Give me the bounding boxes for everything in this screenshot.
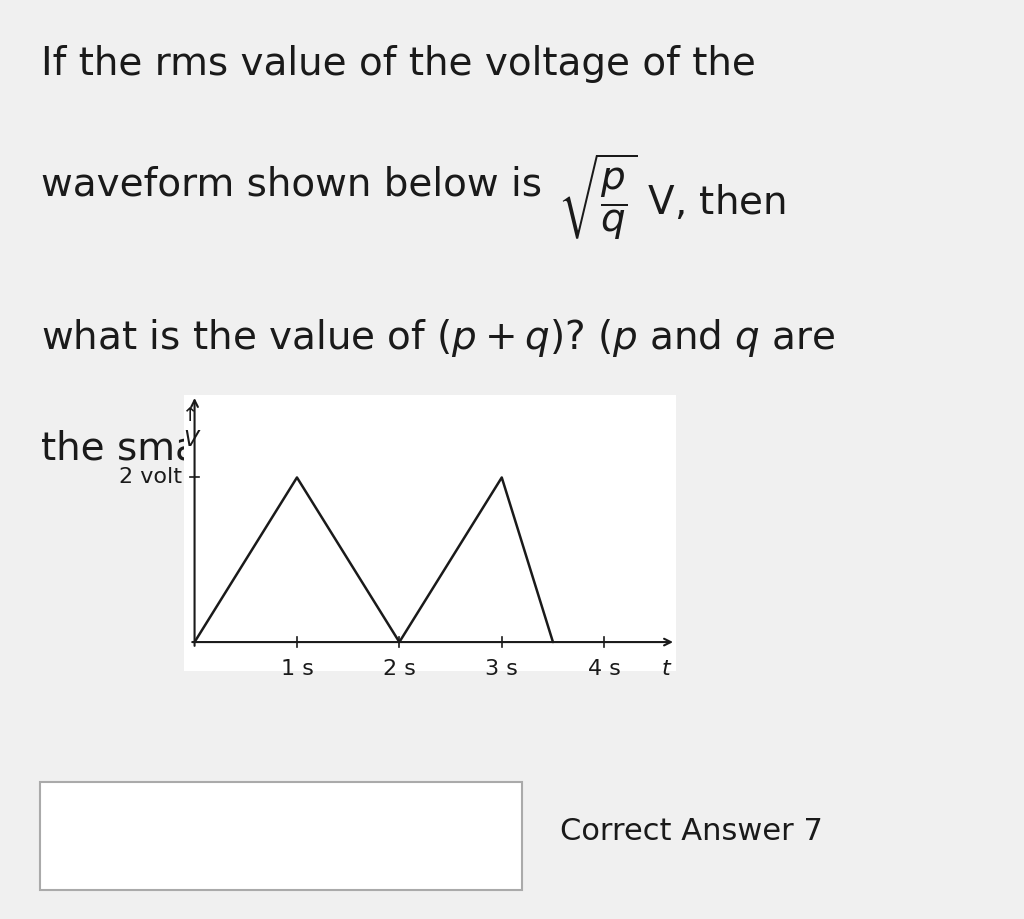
Text: 4 s: 4 s — [588, 659, 621, 678]
Text: what is the value of $(p+q)$? ($p$ and $q$ are: what is the value of $(p+q)$? ($p$ and $… — [41, 316, 836, 358]
Text: V: V — [183, 430, 198, 450]
Text: 2 volt: 2 volt — [119, 468, 182, 487]
Text: Correct Answer 7: Correct Answer 7 — [560, 817, 823, 846]
Text: the smallest positive integers.): the smallest positive integers.) — [41, 429, 643, 468]
FancyBboxPatch shape — [40, 782, 521, 890]
Text: 1 s: 1 s — [281, 659, 313, 678]
Text: 2 s: 2 s — [383, 659, 416, 678]
Text: t: t — [662, 659, 670, 678]
Text: ↑: ↑ — [182, 406, 199, 425]
Text: $\sqrt{\dfrac{p}{q}}$ $\mathrm{V}$, then: $\sqrt{\dfrac{p}{q}}$ $\mathrm{V}$, then — [558, 151, 786, 242]
Text: waveform shown below is: waveform shown below is — [41, 165, 554, 204]
Text: 3 s: 3 s — [485, 659, 518, 678]
Text: If the rms value of the voltage of the: If the rms value of the voltage of the — [41, 45, 756, 84]
